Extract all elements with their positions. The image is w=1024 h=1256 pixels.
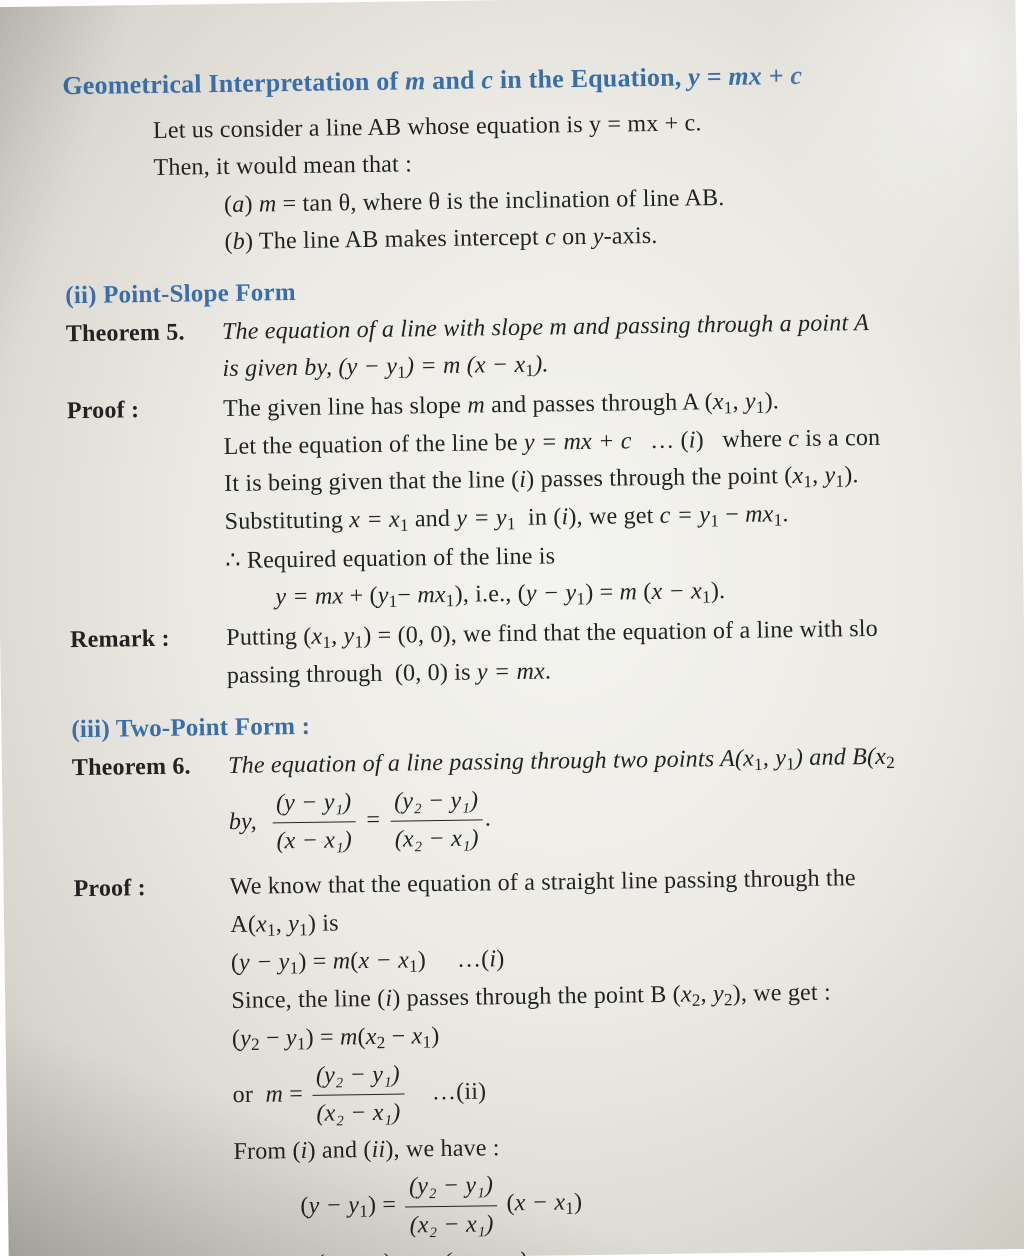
theorem-label: Theorem 5. [66,314,217,353]
proof-6: Proof : We know that the equation of a s… [73,858,1024,1256]
theorem-5: Theorem 5. The equation of a line with s… [66,303,1011,391]
fraction: (y − y₁) (x − x₁) [272,784,356,861]
theorem-6: Theorem 6. The equation of a line passin… [72,737,1017,864]
theorem-5-text: The equation of a line with slope m and … [222,303,983,389]
proof-label: Proof : [73,869,224,908]
proof-label: Proof : [67,391,218,430]
proof-6-body: We know that the equation of a straight … [230,859,997,1256]
remark-label: Remark : [70,620,221,659]
proof-5-body: The given line has slope m and passes th… [223,380,986,617]
proof-5: Proof : The given line has slope m and p… [67,380,1014,620]
remark-body: Putting (x1, y1) = (0, 0), we find that … [226,609,987,695]
eq-tag: …(ii) [432,1078,487,1105]
fraction: (y₂ − y₁) (x₂ − x₁) [312,1056,405,1133]
fraction: (y₂ − y₁) (x₂ − x₁) [390,782,483,859]
fraction: (y₂ − y₁) (x₂ − x₁) [439,1243,532,1256]
remark: Remark : Putting (x1, y1) = (0, 0), we f… [70,609,1015,697]
theorem-6-text: The equation of a line passing through t… [228,737,990,861]
textbook-page: Geometrical Interpretation of m and c in… [0,0,1024,1256]
theorem-label: Theorem 6. [72,748,223,787]
by-word: by, [229,809,257,835]
section-heading: Geometrical Interpretation of m and c in… [62,53,1006,106]
fraction: (y − y₁) (x − x₁) [311,1245,395,1256]
fraction: (y₂ − y₁) (x₂ − x₁) [405,1168,498,1245]
